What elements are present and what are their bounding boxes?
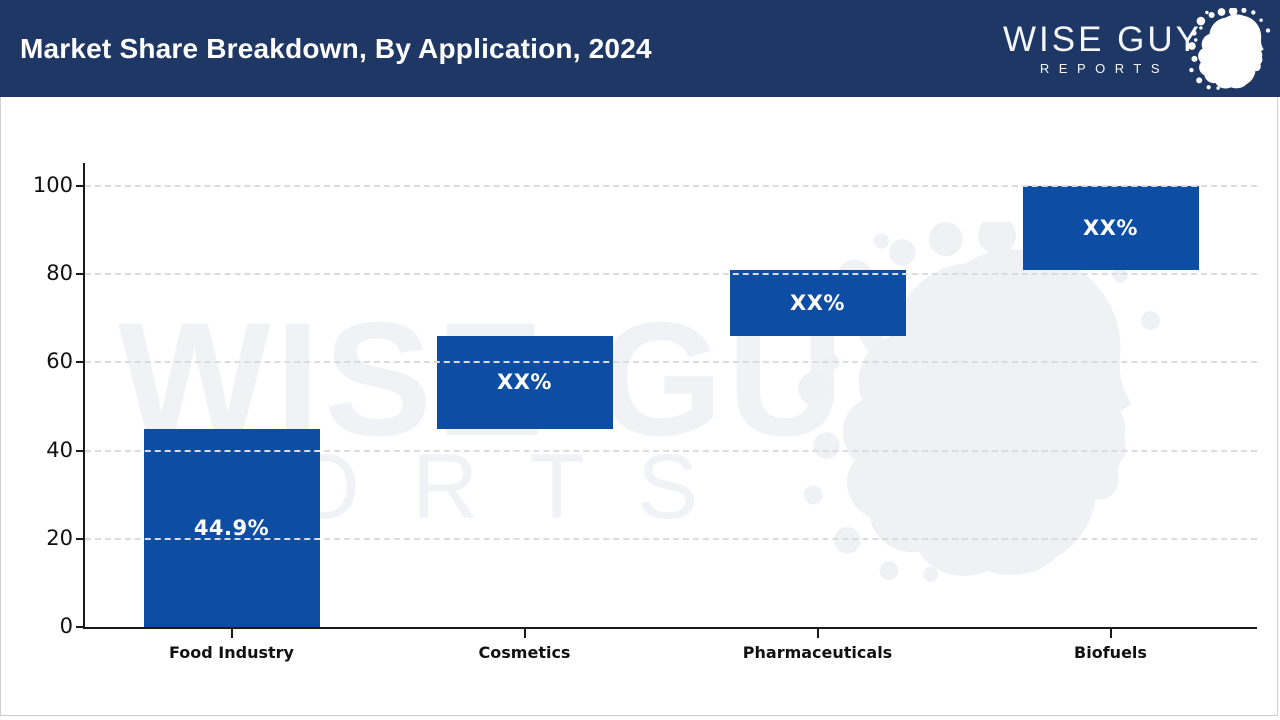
- page-title: Market Share Breakdown, By Application, …: [20, 32, 652, 64]
- y-tick-label-20: 20: [46, 525, 73, 550]
- bar-value-label-biofuels: XX%: [1083, 215, 1138, 240]
- bar-biofuels: XX%: [1022, 186, 1199, 270]
- wise-guy-logo: WISE GUY REPORTS: [1003, 7, 1280, 90]
- bar-food-industry: 44.9%: [143, 428, 320, 627]
- x-category-label-pharmaceuticals: Pharmaceuticals: [742, 643, 893, 662]
- chart-area: WISE GUY PORTS 0 20 40 60 80 100 44.9% Food Ind…: [0, 97, 1280, 717]
- logo-name: WISE GUY: [1002, 19, 1202, 59]
- bar-pharmaceuticals: XX%: [729, 269, 906, 336]
- x-category-label-food-industry: Food Industry: [169, 643, 294, 662]
- gridline-60: [85, 361, 1257, 364]
- y-tick-40: [76, 449, 85, 452]
- logo-text: WISE GUY REPORTS: [1003, 22, 1202, 76]
- bar-cosmetics: XX%: [436, 335, 613, 429]
- x-axis-line: [83, 627, 1257, 629]
- gridline-100: [85, 185, 1257, 187]
- y-tick-0: [76, 626, 85, 628]
- x-tick-biofuels: [1109, 629, 1112, 638]
- watermark-head-icon: [798, 222, 1160, 582]
- y-tick-20: [76, 537, 85, 540]
- y-tick-60: [76, 361, 85, 364]
- bar-value-label-food-industry: 44.9%: [193, 515, 270, 540]
- logo-head-icon: [1188, 7, 1271, 90]
- gridline-40: [85, 449, 1257, 452]
- logo-subtitle: REPORTS: [1039, 60, 1170, 76]
- gridline-80: [85, 273, 1257, 276]
- x-tick-pharmaceuticals: [816, 629, 819, 638]
- y-tick-label-100: 100: [32, 173, 73, 197]
- x-category-label-biofuels: Biofuels: [1074, 643, 1147, 662]
- y-tick-label-0: 0: [59, 614, 73, 638]
- x-tick-food-industry: [230, 629, 233, 638]
- x-category-label-cosmetics: Cosmetics: [478, 643, 571, 662]
- header-bar: Market Share Breakdown, By Application, …: [0, 0, 1280, 97]
- bar-value-label-cosmetics: XX%: [497, 370, 552, 395]
- y-tick-label-60: 60: [46, 349, 73, 374]
- x-tick-cosmetics: [523, 629, 526, 638]
- gridline-20: [85, 537, 1257, 540]
- y-axis-line: [83, 163, 85, 629]
- bar-value-label-pharmaceuticals: XX%: [790, 290, 845, 315]
- y-tick-100: [76, 185, 85, 187]
- y-tick-label-80: 80: [46, 261, 73, 286]
- y-tick-80: [76, 273, 85, 276]
- y-tick-label-40: 40: [46, 437, 73, 462]
